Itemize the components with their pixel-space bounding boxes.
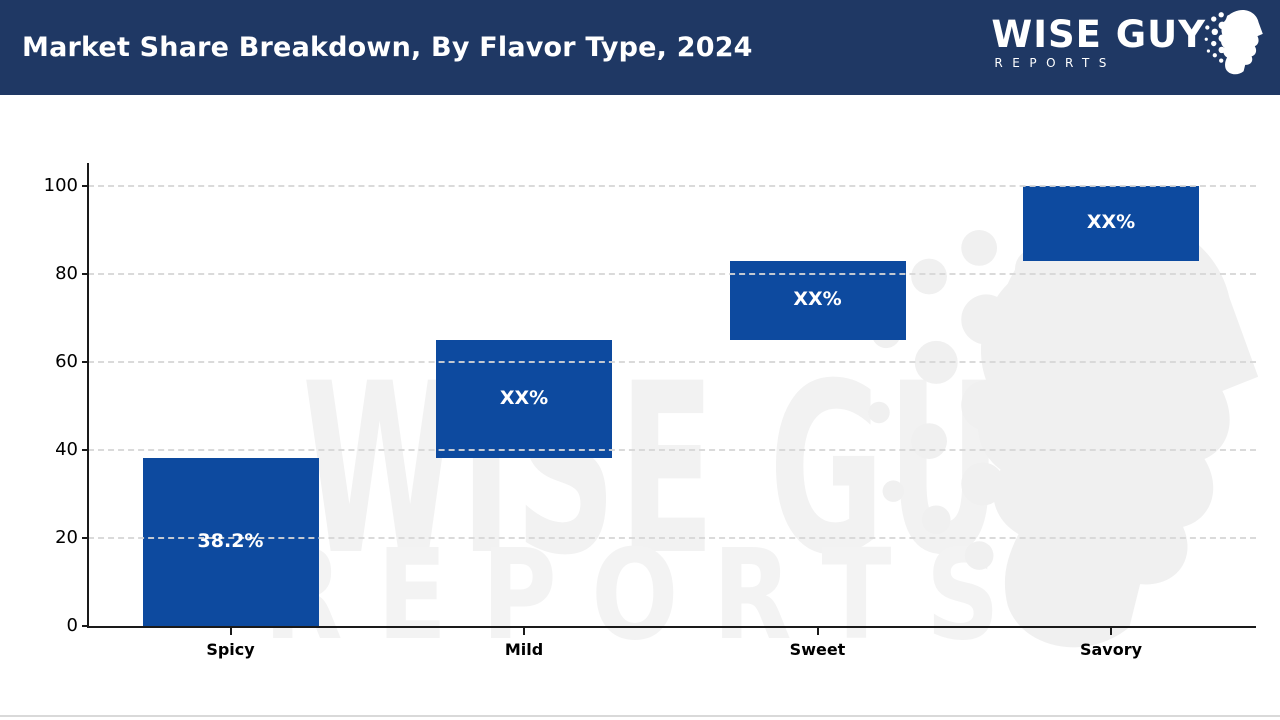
- y-tick-label-80: 80: [55, 263, 78, 284]
- x-tick-mark: [816, 628, 819, 635]
- x-tick-mark: [229, 628, 232, 635]
- x-tick-mark: [1110, 628, 1112, 635]
- gridline-20: [88, 537, 1256, 539]
- y-tick-label-40: 40: [55, 439, 78, 460]
- gridline-40: [88, 449, 1256, 451]
- x-tick-mark: [523, 628, 525, 635]
- gridline-100: [88, 185, 1256, 187]
- header-bar: Market Share Breakdown, By Flavor Type, …: [0, 0, 1280, 95]
- chart-title: Market Share Breakdown, By Flavor Type, …: [22, 32, 753, 63]
- x-axis-label-savory: Savory: [1079, 640, 1143, 659]
- y-tick-mark: [82, 273, 89, 275]
- bar-mild: [436, 340, 612, 458]
- gridline-80: [88, 273, 1256, 275]
- bar-value-label: 38.2%: [197, 529, 264, 552]
- bottom-edge-rule: [0, 715, 1280, 717]
- y-tick-label-60: 60: [55, 351, 78, 372]
- x-axis-spine: [87, 626, 1256, 628]
- y-axis-spine: [87, 163, 89, 628]
- gridline-60: [88, 361, 1256, 363]
- y-tick-label-0: 0: [66, 615, 78, 636]
- watermark-text-2: REPORTS: [263, 523, 1035, 668]
- y-tick-mark: [82, 449, 89, 451]
- wiseguy-logo-text: WISE GUY REPORTS: [991, 16, 1206, 70]
- x-axis-label-sweet: Sweet: [789, 640, 846, 659]
- x-axis-label-spicy: Spicy: [206, 640, 255, 659]
- x-axis-label-mild: Mild: [504, 640, 544, 659]
- y-tick-mark: [82, 185, 89, 187]
- y-tick-mark: [82, 361, 89, 363]
- logo-line2: REPORTS: [994, 56, 1116, 70]
- y-tick-label-100: 100: [43, 175, 78, 196]
- y-tick-label-20: 20: [55, 527, 78, 548]
- bar-savory: [1023, 186, 1199, 261]
- bar-spicy: [142, 457, 319, 626]
- plot-area: WISE GUY REPORTS 38.2% Spicy XX% Mild XX% Swe…: [0, 95, 1280, 720]
- bar-value-label: XX%: [1086, 211, 1136, 234]
- bar-value-label: XX%: [499, 386, 549, 409]
- wiseguy-logo: WISE GUY REPORTS: [991, 8, 1266, 78]
- y-tick-mark: [82, 537, 89, 539]
- wiseguy-head-icon: [1204, 10, 1263, 75]
- logo-line1: WISE GUY: [991, 13, 1206, 56]
- bar-value-label: XX%: [793, 288, 842, 311]
- y-tick-mark: [82, 625, 89, 627]
